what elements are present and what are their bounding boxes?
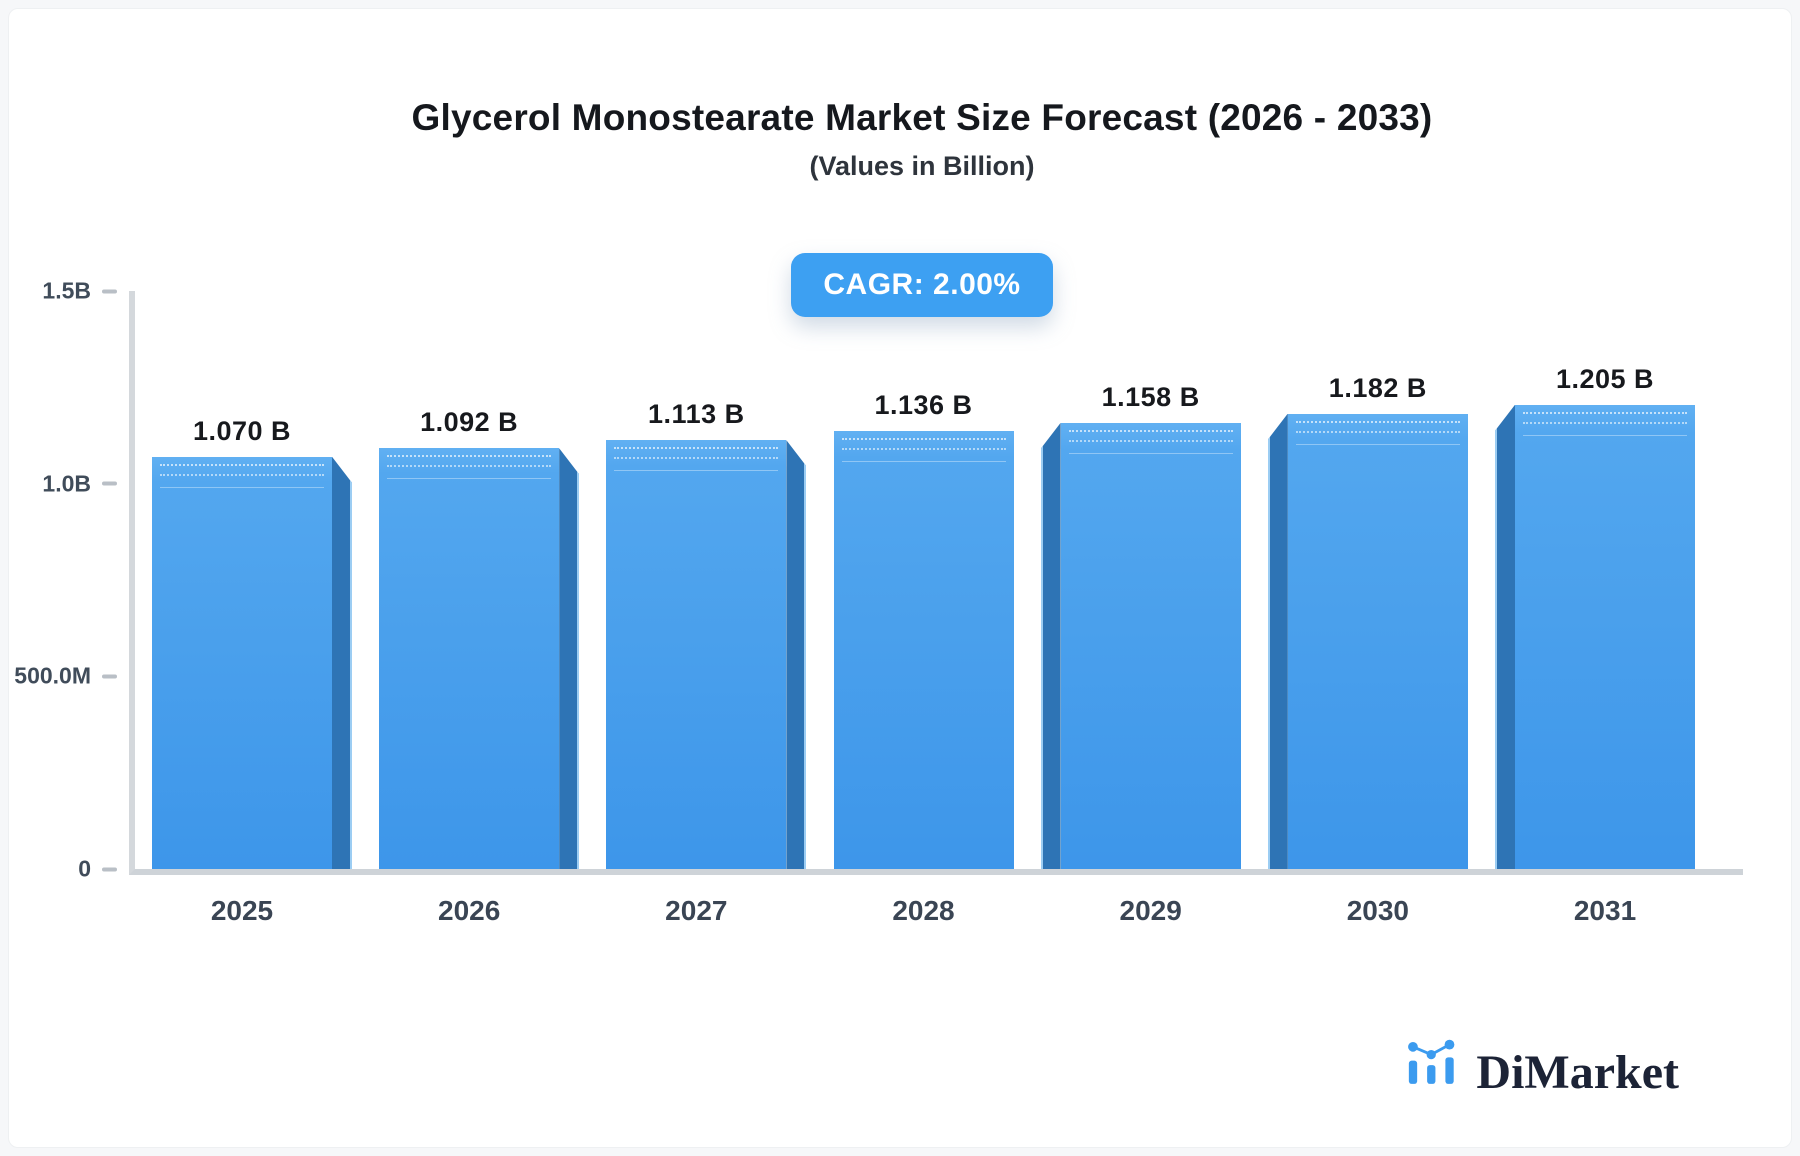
bar-face: [152, 456, 332, 869]
bar-top-texture: [614, 447, 779, 472]
bar-chart-plot-area: 1.5B 1.0B 500.0M 0 1.070 B 2025 1.092 B 2026 1.1…: [14, 278, 1743, 926]
cagr-badge-wrap: CAGR: 2.00%: [53, 253, 1791, 317]
y-axis-tick-label: 1.0B: [42, 470, 91, 497]
bar-3d-edge: [332, 456, 352, 869]
x-axis-label-2029: 2029: [1119, 895, 1182, 926]
bar-top-texture: [160, 463, 324, 488]
bar-value-label: 1.158 B: [1101, 381, 1200, 412]
bar-3d-edge: [559, 448, 580, 869]
dimarket-logo: DiMarket: [1400, 1036, 1679, 1097]
y-axis-tick-0: 1.5B: [42, 278, 117, 305]
y-axis-tick-2: 500.0M: [14, 663, 117, 690]
bar-2025: [152, 456, 352, 869]
bar-value-label: 1.070 B: [192, 415, 292, 446]
bar-2029: [1040, 422, 1241, 869]
bar-top-texture: [841, 438, 1006, 463]
bar-face: [606, 440, 787, 869]
bar-value-label: 1.136 B: [874, 390, 973, 421]
y-axis-tick-label: 500.0M: [14, 662, 91, 689]
bar-face: [1287, 413, 1468, 869]
chart-subtitle: (Values in Billion): [809, 151, 1035, 181]
bar-2026: [379, 448, 580, 869]
y-axis-tick-mark: [102, 481, 117, 486]
bar-2027: [606, 440, 807, 869]
bar-chart-logo-icon: [1400, 1036, 1462, 1097]
y-axis-tick-label: 0: [78, 855, 91, 882]
bar-2030: [1267, 413, 1468, 869]
bar-2028: [833, 431, 1014, 869]
bar-value-label: 1.205 B: [1555, 363, 1655, 394]
bar-value-label: 1.092 B: [420, 407, 519, 438]
x-axis-label-2028: 2028: [892, 895, 955, 926]
bar-face: [1515, 404, 1696, 869]
bar-top-texture: [1295, 420, 1460, 445]
bar-2031: [1495, 404, 1696, 869]
y-axis-tick-1: 1.0B: [42, 470, 117, 497]
x-axis-label-2026: 2026: [438, 895, 501, 926]
bar-3d-edge: [1040, 422, 1061, 869]
bar-face: [833, 431, 1014, 869]
bar-top-texture: [1523, 411, 1688, 436]
cagr-badge: CAGR: 2.00%: [791, 253, 1053, 317]
x-axis-label-2025: 2025: [210, 895, 274, 926]
bar-value-label: 1.113 B: [648, 399, 745, 430]
x-axis-label-2030: 2030: [1346, 895, 1409, 926]
y-axis-tick-label: 1.5B: [42, 277, 91, 304]
chart-title: Glycerol Monostearate Market Size Foreca…: [411, 97, 1433, 138]
y-axis-tick-mark: [102, 867, 117, 871]
x-axis-label-2027: 2027: [665, 895, 728, 926]
bar-top-texture: [387, 455, 552, 480]
bar-value-label: 1.182 B: [1328, 372, 1427, 403]
logo-text: DiMarket: [1476, 1046, 1679, 1099]
y-axis-tick-mark: [102, 289, 117, 293]
x-axis-label-2031: 2031: [1573, 895, 1637, 926]
chart-card: Glycerol Monostearate Market Size Foreca…: [8, 8, 1792, 1148]
bar-top-texture: [1068, 429, 1233, 454]
bar-3d-edge: [786, 440, 807, 869]
bar-face: [379, 448, 560, 869]
bar-3d-edge: [1267, 413, 1288, 869]
bar-face: [1060, 422, 1241, 869]
y-axis-tick-mark: [102, 674, 117, 679]
bar-3d-edge: [1495, 404, 1516, 869]
y-axis-tick-3: 0: [78, 856, 117, 883]
